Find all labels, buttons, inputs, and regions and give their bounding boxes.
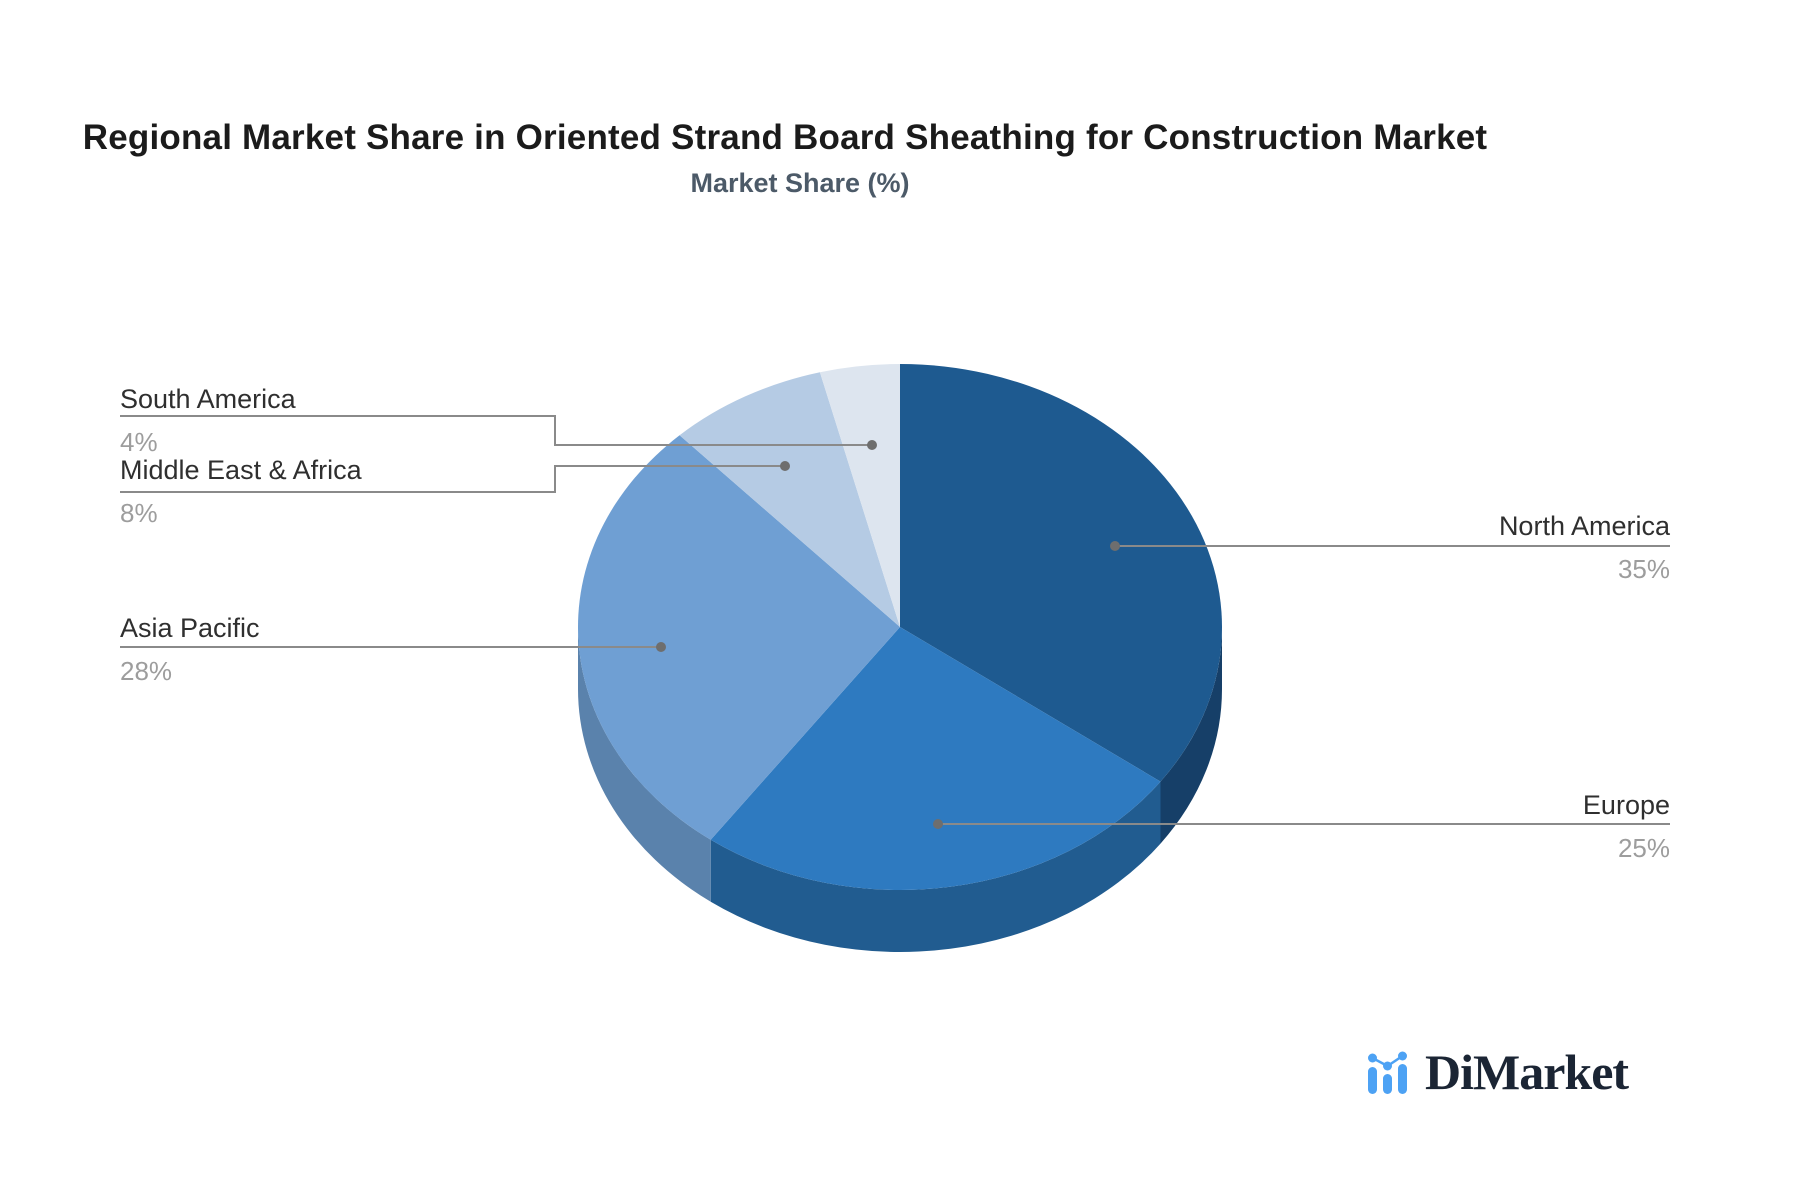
slice-label: North America	[1498, 511, 1670, 541]
callout-north-america: North America 35%	[1499, 510, 1670, 584]
callout-dot	[1110, 541, 1120, 551]
slice-percent: 28%	[120, 656, 173, 686]
pie-slice	[679, 372, 900, 627]
brand-name: DiMarket	[1425, 1044, 1629, 1100]
pie-slice-side	[1160, 627, 1222, 844]
pie-slice	[819, 364, 900, 627]
slice-label: Europe	[1582, 790, 1670, 820]
slice-percent: 4%	[120, 427, 158, 457]
pie-slice	[578, 435, 900, 840]
callout-middle-east-africa: Middle East & Africa 8%	[120, 454, 362, 528]
callout-asia-pacific: Asia Pacific 28%	[120, 612, 260, 686]
slice-percent: 25%	[1617, 833, 1670, 863]
callout-south-america: South America 4%	[120, 383, 296, 457]
slice-label: South America	[120, 384, 296, 414]
callout-dot	[933, 819, 943, 829]
callout-dot	[780, 461, 790, 471]
slice-percent: 35%	[1617, 554, 1670, 584]
callout-dot	[867, 440, 877, 450]
chart-title: Regional Market Share in Oriented Strand…	[82, 118, 1488, 157]
callout-line	[120, 415, 872, 446]
callout-europe: Europe 25%	[1583, 789, 1670, 863]
slice-percent: 8%	[120, 498, 158, 528]
brand-logo: DiMarket	[1367, 1043, 1629, 1101]
pie-slice-side	[710, 781, 1161, 952]
slice-label: Middle East & Africa	[120, 455, 362, 485]
slice-label: Asia Pacific	[120, 613, 260, 643]
callout-dot	[656, 642, 666, 652]
pie-slice-side	[578, 627, 711, 902]
chart-subtitle: Market Share (%)	[690, 168, 910, 198]
pie-slice	[900, 364, 1222, 782]
bar-line-chart-icon	[1368, 1051, 1407, 1094]
callout-line	[120, 465, 785, 493]
